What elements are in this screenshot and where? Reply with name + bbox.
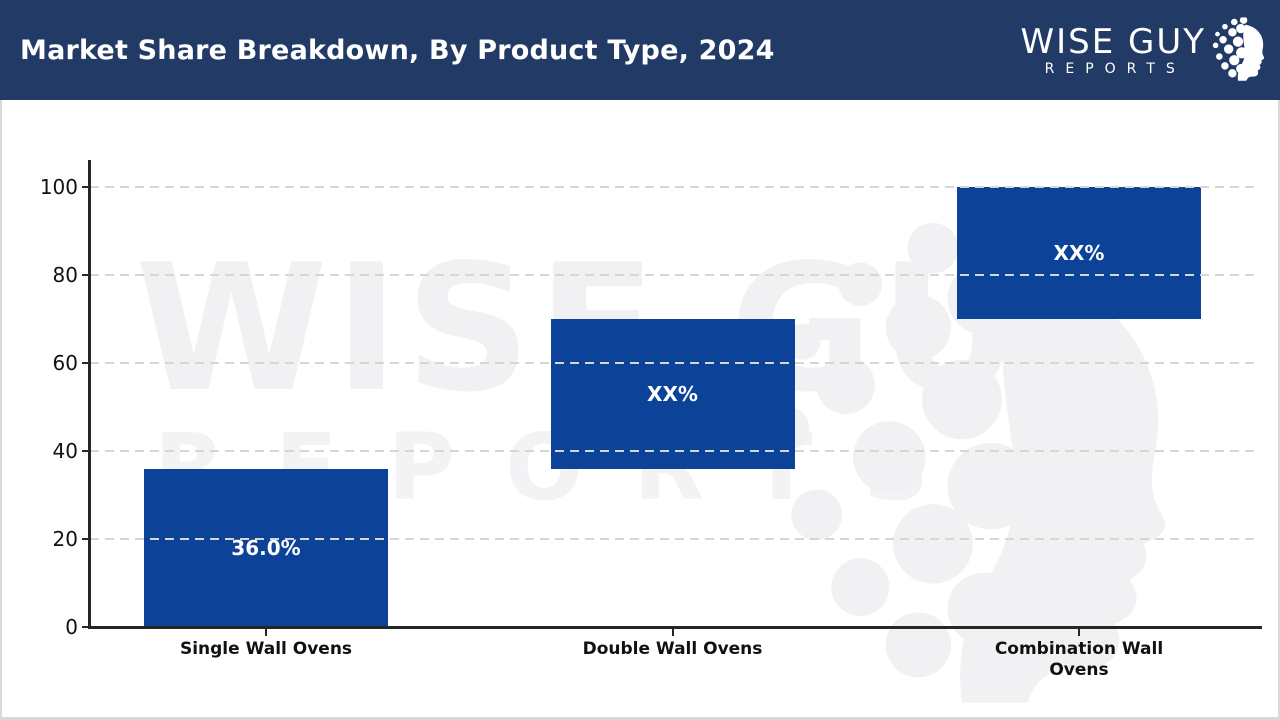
header: Market Share Breakdown, By Product Type,… xyxy=(0,0,1280,100)
x-tick-label-1: Single Wall Ovens xyxy=(179,639,353,659)
gridline-100 xyxy=(90,186,1260,188)
y-tick-100 xyxy=(82,186,90,188)
y-tick-label-80: 80 xyxy=(52,263,78,287)
gridline-20 xyxy=(90,538,1260,540)
y-tick-label-60: 60 xyxy=(52,351,78,375)
logo-reports-label: REPORTS xyxy=(1044,60,1186,77)
y-tick-label-20: 20 xyxy=(52,527,78,551)
bar-1: 36.0% xyxy=(144,468,388,627)
x-tick-label-3: Combination Wall Ovens xyxy=(994,639,1164,680)
plot-area: 0 20 40 60 80 100 36.0% Single Wall Ovens XX% Dou… xyxy=(2,100,1278,717)
chart-area: WISE GUY REPORTS 02040608010036.0%Single… xyxy=(0,100,1280,720)
wiseguy-logo: WISE GUY REPORTS xyxy=(1020,17,1266,83)
x-tick-2 xyxy=(671,628,674,636)
y-tick-label-0: 0 xyxy=(65,615,78,639)
logo-wiseguy-label: WISE GUY xyxy=(1020,21,1206,62)
gridline-60 xyxy=(90,362,1260,364)
bar-value-label-2: XX% xyxy=(647,381,698,406)
y-axis-line xyxy=(88,160,91,629)
logo-wordmark: WISE GUY REPORTS xyxy=(1020,25,1206,76)
y-tick-label-100: 100 xyxy=(39,175,78,199)
bar-value-label-3: XX% xyxy=(1053,241,1105,265)
y-tick-20 xyxy=(82,538,90,540)
x-tick-3 xyxy=(1078,628,1080,636)
wiseguy-head-icon xyxy=(1210,17,1266,83)
gridline-80 xyxy=(90,274,1260,276)
y-tick-80 xyxy=(82,274,90,276)
x-tick-1 xyxy=(265,628,267,636)
x-tick-label-2: Double Wall Ovens xyxy=(582,639,763,659)
y-tick-60 xyxy=(82,362,90,364)
bar-3: XX% xyxy=(957,187,1201,319)
y-tick-40 xyxy=(82,450,90,452)
x-axis-line xyxy=(88,626,1262,629)
y-tick-label-40: 40 xyxy=(52,439,78,463)
y-tick-0 xyxy=(82,626,90,628)
bar-2: XX% xyxy=(550,319,795,469)
gridline-40 xyxy=(90,450,1260,452)
chart-title: Market Share Breakdown, By Product Type,… xyxy=(20,34,775,66)
